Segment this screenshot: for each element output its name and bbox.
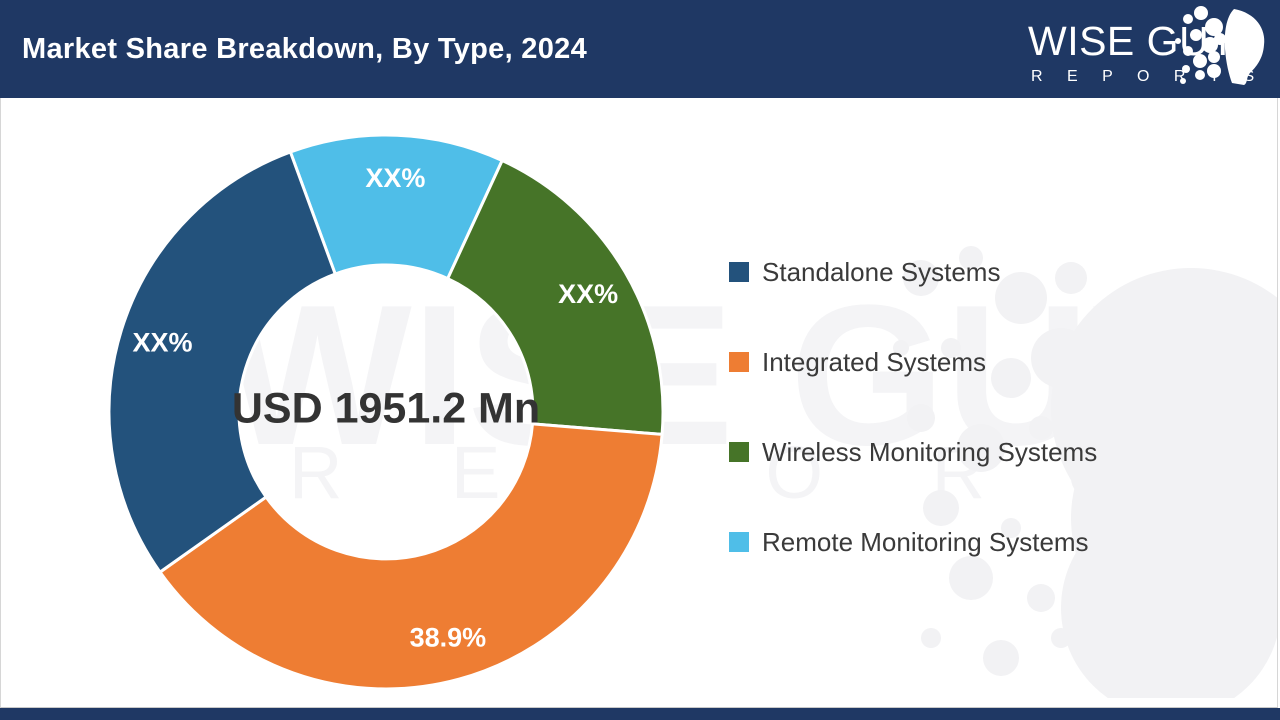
page-title: Market Share Breakdown, By Type, 2024 <box>22 32 588 65</box>
legend-label: Remote Monitoring Systems <box>762 526 1089 557</box>
donut-center-value: USD 1951.2 Mn <box>231 384 541 433</box>
segment-label-wireless-monitoring-systems: XX% <box>558 279 618 309</box>
legend-swatch <box>729 442 749 462</box>
legend-swatch <box>729 532 749 552</box>
legend-label: Standalone Systems <box>762 256 1001 287</box>
donut-segment-wireless-monitoring-systems[interactable] <box>446 159 665 436</box>
donut-segment-standalone-systems[interactable] <box>107 150 337 574</box>
legend-swatch <box>729 352 749 372</box>
donut-segment-integrated-systems[interactable] <box>158 422 664 691</box>
legend-item-standalone-systems[interactable]: Standalone Systems <box>729 257 1097 287</box>
logo-face-dots-icon <box>1175 6 1265 85</box>
legend-label: Integrated Systems <box>762 346 986 377</box>
donut-chart: XX% XX% 38.9% XX% <box>107 133 665 691</box>
header: Market Share Breakdown, By Type, 2024 WI… <box>0 0 1280 98</box>
segment-label-remote-monitoring-systems: XX% <box>365 163 425 193</box>
legend-item-integrated-systems[interactable]: Integrated Systems <box>729 347 1097 377</box>
legend-item-wireless-monitoring-systems[interactable]: Wireless Monitoring Systems <box>729 437 1097 467</box>
footer-bar <box>0 708 1280 720</box>
legend-item-remote-monitoring-systems[interactable]: Remote Monitoring Systems <box>729 527 1097 557</box>
segment-label-standalone-systems: XX% <box>132 328 192 358</box>
legend-label: Wireless Monitoring Systems <box>762 436 1098 467</box>
chart-area: WISE GUY R E P O R T S XX% XX% 38.9% XX% US… <box>0 98 1278 708</box>
legend-swatch <box>729 262 749 282</box>
legend: Standalone Systems Integrated Systems Wire… <box>729 257 1097 617</box>
segment-label-integrated-systems: 38.9% <box>410 623 487 653</box>
wiseguy-logo-graphic: WISE GUY R E P O R T S <box>1028 6 1265 85</box>
watermark-head-graphic <box>893 246 1277 698</box>
wiseguy-logo: WISE GUY R E P O R T S <box>1028 5 1268 93</box>
